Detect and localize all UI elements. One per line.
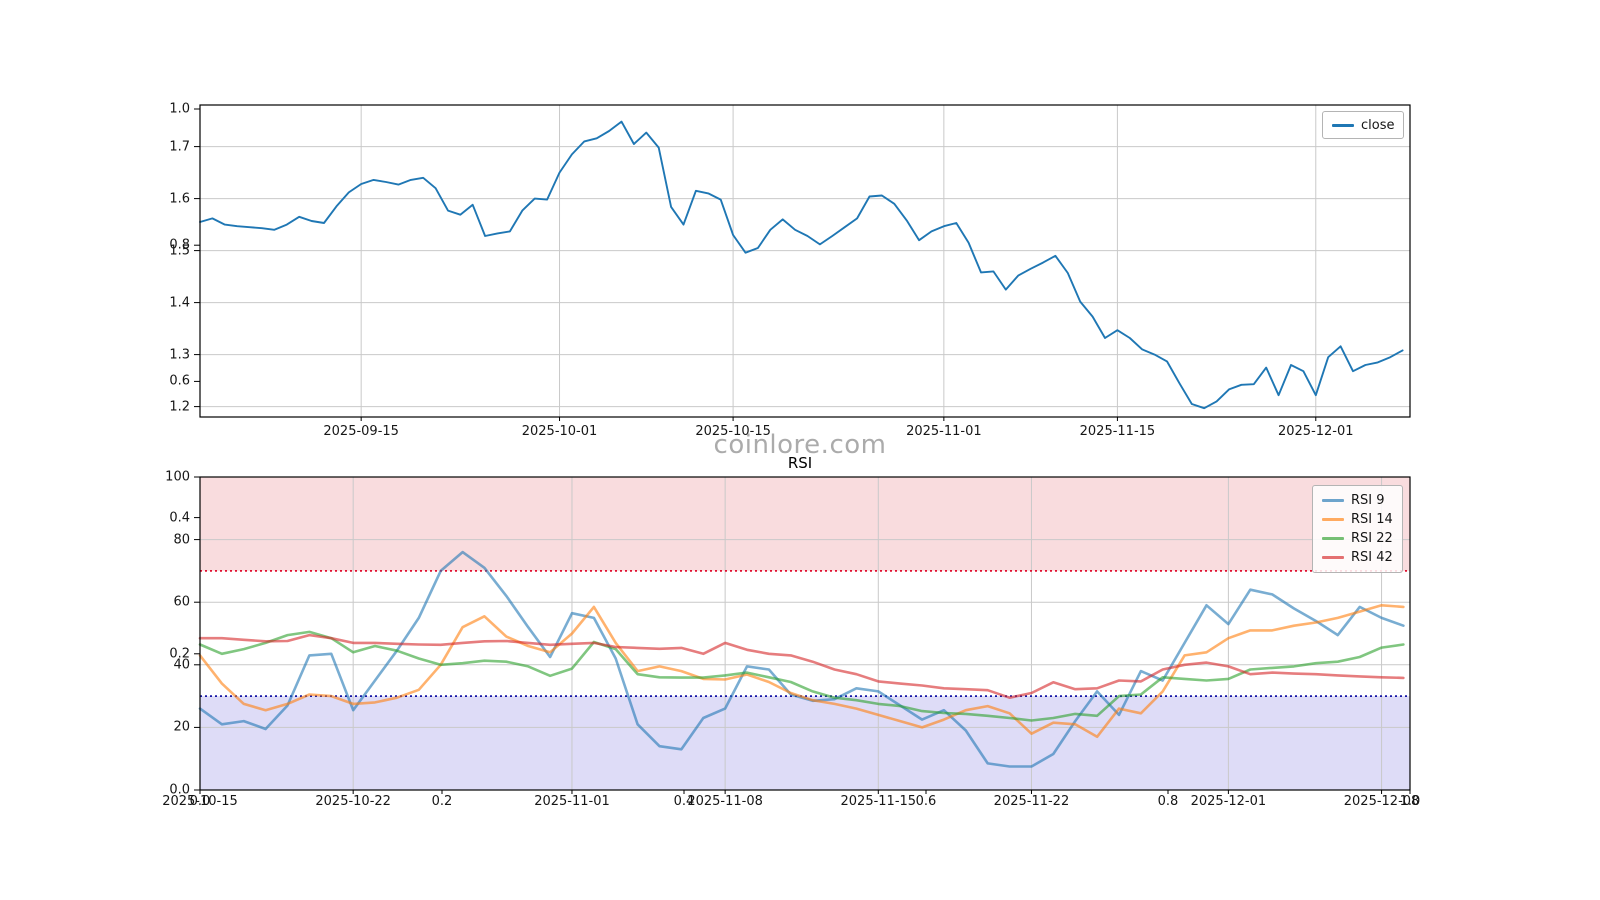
rsi-legend-swatch bbox=[1322, 556, 1344, 559]
rsi-legend-label: RSI 9 bbox=[1351, 493, 1385, 508]
rsi-legend-row: RSI 9 bbox=[1322, 491, 1393, 510]
rsi-legend-label: RSI 22 bbox=[1351, 531, 1393, 546]
price-legend: close bbox=[1322, 111, 1405, 139]
rsi-legend-label: RSI 14 bbox=[1351, 512, 1393, 527]
rsi-legend-swatch bbox=[1322, 537, 1344, 540]
rsi-chart-title: RSI bbox=[787, 454, 813, 472]
rsi-legend-row: RSI 14 bbox=[1322, 510, 1393, 529]
rsi-legend-row: RSI 42 bbox=[1322, 548, 1393, 567]
close-line-swatch bbox=[1332, 123, 1354, 127]
rsi-legend-label: RSI 42 bbox=[1351, 550, 1393, 565]
rsi-legend: RSI 9 RSI 14 RSI 22 RSI 42 bbox=[1312, 485, 1403, 573]
price-legend-label: close bbox=[1361, 117, 1395, 133]
rsi-legend-row: RSI 22 bbox=[1322, 529, 1393, 548]
watermark: coinlore.com bbox=[713, 430, 887, 460]
rsi-legend-swatch bbox=[1322, 518, 1344, 521]
rsi-legend-swatch bbox=[1322, 499, 1344, 502]
